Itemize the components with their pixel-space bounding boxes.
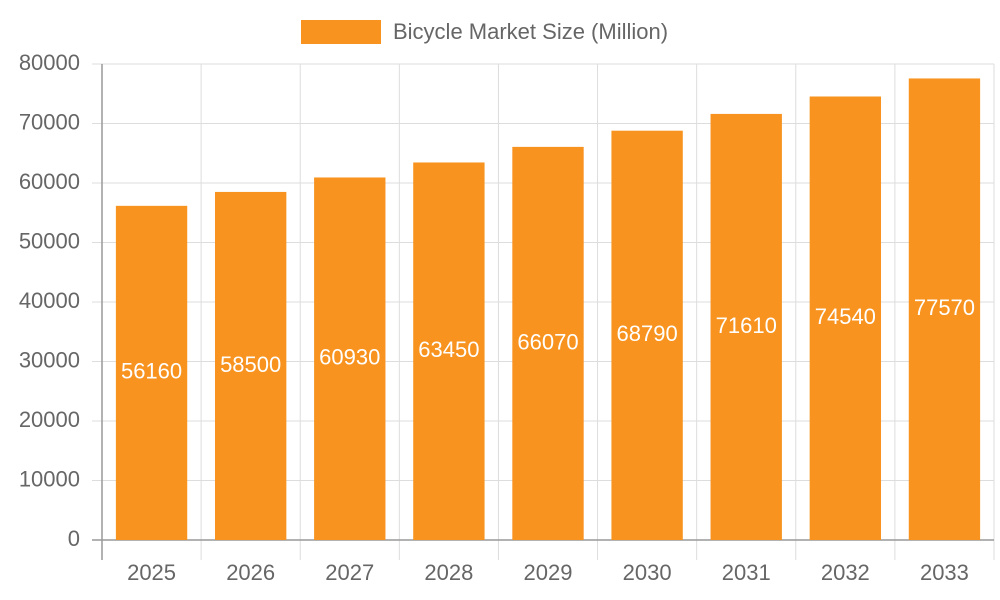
y-tick-label: 40000 bbox=[19, 288, 80, 313]
data-label: 58500 bbox=[220, 352, 281, 377]
x-tick-label: 2026 bbox=[226, 560, 275, 585]
bar bbox=[710, 113, 782, 540]
data-label: 60930 bbox=[319, 345, 380, 370]
x-tick-label: 2028 bbox=[424, 560, 473, 585]
bar bbox=[413, 162, 485, 540]
bar bbox=[611, 130, 683, 540]
data-label: 68790 bbox=[617, 321, 678, 346]
legend-label: Bicycle Market Size (Million) bbox=[393, 19, 668, 44]
x-tick-label: 2025 bbox=[127, 560, 176, 585]
x-tick-label: 2029 bbox=[524, 560, 573, 585]
legend-swatch bbox=[301, 20, 381, 44]
y-tick-label: 60000 bbox=[19, 169, 80, 194]
data-label: 63450 bbox=[418, 337, 479, 362]
y-tick-label: 70000 bbox=[19, 109, 80, 134]
bar bbox=[809, 96, 882, 540]
data-label: 74540 bbox=[815, 304, 876, 329]
y-tick-label: 80000 bbox=[19, 50, 80, 75]
x-tick-label: 2033 bbox=[920, 560, 969, 585]
data-label: 77570 bbox=[914, 295, 975, 320]
bar bbox=[512, 146, 584, 541]
y-tick-label: 30000 bbox=[19, 347, 80, 372]
data-label: 71610 bbox=[716, 313, 777, 338]
bar bbox=[115, 205, 188, 540]
bar bbox=[908, 78, 981, 541]
data-label: 66070 bbox=[517, 329, 578, 354]
y-tick-label: 20000 bbox=[19, 407, 80, 432]
x-tick-label: 2031 bbox=[722, 560, 771, 585]
x-tick-label: 2032 bbox=[821, 560, 870, 585]
y-tick-label: 10000 bbox=[19, 466, 80, 491]
bar bbox=[314, 177, 386, 541]
bar bbox=[214, 191, 287, 541]
x-tick-label: 2030 bbox=[623, 560, 672, 585]
y-tick-label: 50000 bbox=[19, 228, 80, 253]
x-tick-label: 2027 bbox=[325, 560, 374, 585]
y-tick-label: 0 bbox=[68, 526, 80, 551]
data-label: 56160 bbox=[121, 359, 182, 384]
